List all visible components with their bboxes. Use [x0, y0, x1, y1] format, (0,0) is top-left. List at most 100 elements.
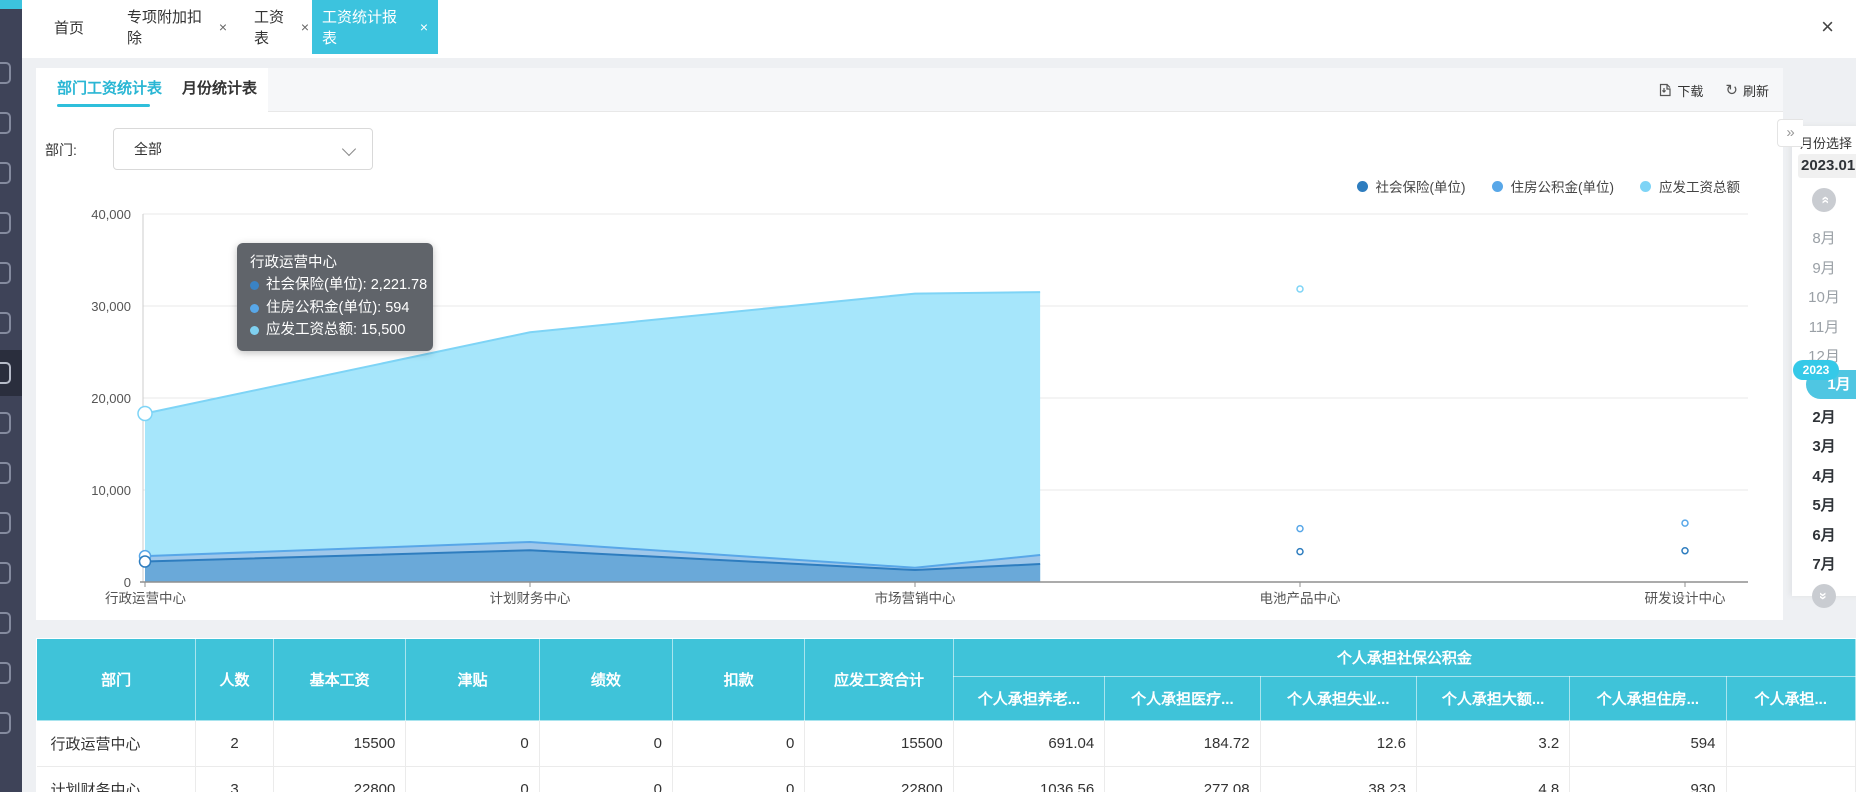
table-row[interactable]: 计划财务中心 3 22800 0 0 0 22800 1036.56 277.08 38.23 4.…	[36, 766, 1856, 792]
sub-column-header: 个人承担住房...	[1569, 676, 1727, 721]
y-axis-tick-label: 0	[124, 575, 131, 590]
download-button[interactable]: 下载	[1658, 81, 1703, 100]
legend-item[interactable]: 住房公积金(单位)	[1491, 176, 1614, 196]
y-axis-tick-label: 10,000	[91, 483, 131, 498]
table-cell: 15500	[804, 720, 954, 767]
month-panel-title: 月份选择	[1800, 136, 1853, 151]
table-cell: 1036.56	[953, 766, 1106, 792]
column-header: 绩效	[538, 638, 673, 721]
top-tab-1[interactable]: 专项附加扣除 ×	[117, 0, 237, 54]
table-cell: 22800	[273, 766, 407, 792]
tab-department-salary-stats[interactable]: 部门工资统计表	[57, 80, 163, 97]
refresh-label: 刷新	[1742, 83, 1769, 99]
download-icon	[1660, 83, 1671, 97]
active-tab-underline	[57, 104, 150, 107]
x-axis-category-label: 研发设计中心	[1645, 591, 1726, 606]
sidebar-icon[interactable]	[0, 462, 11, 484]
tooltip-title: 行政运营中心	[250, 255, 337, 271]
legend-item[interactable]: 应发工资总额	[1640, 176, 1740, 196]
scroll-down-button[interactable]: »	[1812, 583, 1836, 608]
sidebar-icon[interactable]	[0, 412, 11, 434]
legend-dot-icon	[1640, 180, 1651, 192]
sub-tab-strip: 部门工资统计表 月份统计表 下载 ↻ 刷新	[36, 68, 1783, 112]
table-cell: 2	[195, 720, 274, 767]
sidebar-icon[interactable]	[0, 62, 11, 84]
tooltip-text: 应发工资总额: 15,500	[266, 322, 406, 339]
month-panel-collapse-button[interactable]: »	[1777, 119, 1803, 147]
month-item[interactable]: 6月	[1812, 526, 1836, 544]
top-tab-2[interactable]: 工资表 ×	[244, 0, 319, 54]
chart-tooltip: 行政运营中心 社会保险(单位): 2,221.78 住房公积金(单位): 594…	[237, 243, 433, 351]
top-tab-0[interactable]: 首页	[44, 0, 104, 54]
close-tab-icon[interactable]: ×	[419, 19, 428, 35]
tooltip-row: 社会保险(单位): 2,221.78	[250, 274, 427, 296]
close-tab-icon[interactable]: ×	[300, 19, 309, 35]
column-header: 部门	[36, 638, 197, 721]
close-tab-icon[interactable]: ×	[218, 19, 227, 35]
column-header: 扣款	[671, 638, 806, 721]
sidebar-icon[interactable]	[0, 212, 11, 234]
x-axis-category-label: 电池产品中心	[1260, 591, 1341, 606]
department-select-value: 全部	[134, 141, 162, 157]
sidebar-icon[interactable]	[0, 112, 11, 134]
legend-dot-icon	[1491, 180, 1503, 192]
table-cell: 0	[405, 720, 540, 767]
month-item[interactable]: 4月	[1812, 467, 1836, 485]
month-item[interactable]: 8月	[1812, 230, 1836, 247]
download-label: 下载	[1677, 83, 1704, 99]
sidebar-icon[interactable]	[0, 512, 11, 534]
month-item[interactable]: 11月	[1808, 318, 1840, 336]
month-item[interactable]: 10月	[1808, 289, 1840, 306]
month-item[interactable]: 9月	[1812, 259, 1836, 277]
sub-column-header: 个人承担大额...	[1415, 676, 1571, 721]
report-card: 部门工资统计表 月份统计表 下载 ↻ 刷新 部门: 全部 社会保险(单位) 住房公…	[36, 68, 1783, 620]
sidebar-icon[interactable]	[0, 612, 11, 634]
table-cell	[1726, 720, 1856, 767]
x-axis-category-label: 市场营销中心	[875, 590, 956, 606]
sub-column-header: 个人承担医疗...	[1104, 676, 1261, 721]
column-header: 应发工资合计	[804, 638, 954, 721]
top-tab-label: 专项附加扣除	[127, 9, 203, 47]
month-item[interactable]: 7月	[1812, 556, 1836, 573]
left-sidebar	[0, 0, 22, 792]
column-header: 人数	[195, 638, 274, 721]
table-cell: 594	[1569, 720, 1727, 767]
month-item[interactable]: 3月	[1812, 438, 1836, 455]
table-row[interactable]: 行政运营中心 2 15500 0 0 0 15500 691.04 184.72 12.6 3.2 5…	[36, 720, 1856, 767]
sidebar-icon[interactable]	[0, 662, 11, 684]
sidebar-icon[interactable]	[0, 712, 11, 734]
top-tab-label: 工资表	[254, 9, 285, 47]
table-cell: 3.2	[1416, 720, 1571, 767]
tooltip-text: 住房公积金(单位): 594	[266, 299, 410, 316]
legend-item[interactable]: 社会保险(单位)	[1356, 176, 1466, 196]
sub-column-header: 个人承担失业...	[1259, 676, 1417, 721]
legend-dot-icon	[1356, 180, 1368, 192]
sidebar-icon[interactable]	[0, 562, 11, 584]
series-dot-icon	[250, 281, 259, 291]
y-axis-tick-label: 20,000	[91, 391, 131, 406]
sidebar-item-active[interactable]	[0, 350, 22, 396]
close-icon[interactable]: ×	[1821, 14, 1834, 39]
tooltip-row: 应发工资总额: 15,500	[250, 319, 420, 341]
top-tab-bar: × 首页 专项附加扣除 × 工资表 × 工资统计报表 ×	[22, 0, 1856, 58]
table-cell: 4.8	[1416, 766, 1571, 792]
top-tab-3[interactable]: 工资统计报表 ×	[312, 0, 438, 54]
table-cell: 3	[195, 766, 274, 792]
sidebar-icon[interactable]	[0, 162, 11, 184]
department-select[interactable]: 全部	[113, 128, 373, 170]
table-cell: 0	[672, 766, 806, 792]
x-axis-category-label: 计划财务中心	[490, 591, 571, 606]
salary-table-wrap: 部门 人数 基本工资 津贴 绩效 扣款 应发工资合计 个人承担社保公积金 个人承担养老... 个人…	[36, 638, 1856, 792]
scroll-up-button[interactable]: »	[1812, 188, 1836, 212]
table-cell	[1726, 766, 1856, 792]
refresh-button[interactable]: ↻ 刷新	[1725, 81, 1769, 100]
sidebar-icon[interactable]	[0, 262, 11, 284]
tab-month-stats[interactable]: 月份统计表	[182, 80, 258, 97]
month-item[interactable]: 2月	[1812, 408, 1836, 426]
tooltip-text: 社会保险(单位): 2,221.78	[266, 277, 428, 294]
sidebar-icon[interactable]	[0, 312, 11, 334]
month-item[interactable]: 5月	[1812, 497, 1836, 514]
tooltip-row: 住房公积金(单位): 594	[250, 297, 420, 319]
table-cell: 930	[1569, 766, 1727, 792]
chart-toolbar: 下载 ↻ 刷新	[1658, 68, 1769, 112]
